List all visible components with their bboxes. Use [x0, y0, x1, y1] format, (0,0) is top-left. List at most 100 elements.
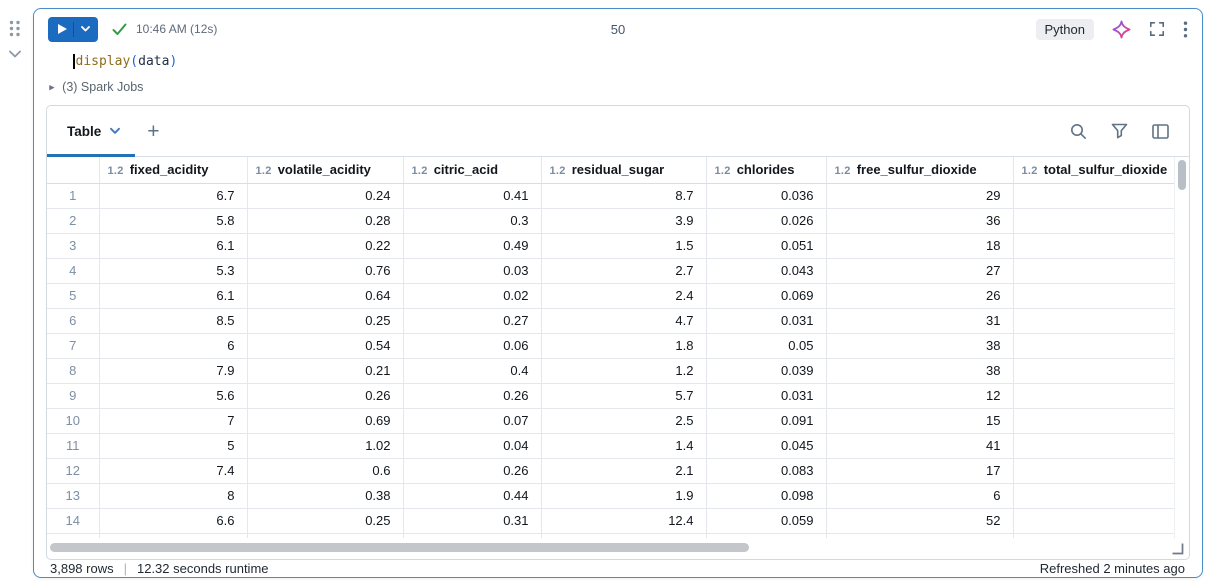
expand-cell-icon[interactable] [1149, 21, 1165, 37]
cell-value: 0.031 [706, 383, 827, 409]
filter-icon[interactable] [1111, 123, 1128, 139]
row-number: 9 [47, 383, 100, 409]
table-row: 95.60.260.265.70.0311283 [47, 383, 1189, 409]
cell-value: 0.64 [247, 283, 404, 309]
cell-value: 0.03 [403, 258, 542, 284]
cell-value: 25 [1013, 408, 1189, 434]
row-number: 2 [47, 208, 100, 234]
cell-value: 0.26 [403, 458, 542, 484]
cell-gutter [0, 0, 32, 586]
row-number: 14 [47, 508, 100, 534]
cell-value: 0.02 [403, 283, 542, 309]
cell-value: 0.76 [247, 258, 404, 284]
drag-handle-icon[interactable] [8, 19, 22, 38]
resize-handle-icon[interactable] [1171, 542, 1184, 555]
column-header[interactable]: 1.2 total_sulfur_dioxide [1013, 157, 1189, 184]
cell-value: 0.04 [403, 433, 542, 459]
tab-table[interactable]: Table [47, 106, 139, 157]
results-footer: 3,898 rows | 12.32 seconds runtime Refre… [34, 560, 1202, 577]
kebab-menu-icon[interactable] [1183, 21, 1188, 38]
cell-value: 36 [826, 208, 1014, 234]
collapse-cell-chevron-icon[interactable] [7, 48, 23, 60]
cell-value: 103 [1013, 208, 1189, 234]
cell-value: 5.3 [99, 258, 248, 284]
cell-value: 0.38 [247, 483, 404, 509]
vertical-scrollbar-track[interactable] [1174, 157, 1189, 539]
language-selector[interactable]: Python [1035, 18, 1094, 40]
runtime-label: 12.32 seconds runtime [136, 561, 269, 576]
column-name: chlorides [736, 162, 795, 178]
cell-value: 12 [826, 383, 1014, 409]
cell-value: 29 [826, 183, 1014, 209]
cell-value: 1.9 [541, 483, 707, 509]
cell-toolbar: 10:46 AM (12s) 50 Python [34, 9, 1202, 49]
search-icon[interactable] [1070, 123, 1087, 140]
column-name: volatile_acidity [277, 162, 371, 178]
cell-value: 0.3 [403, 208, 542, 234]
cell-value: 95 [1013, 458, 1189, 484]
cell-value: 0.07 [403, 408, 542, 434]
cell-value: 0.41 [403, 183, 542, 209]
cell-value: 0.026 [706, 208, 827, 234]
cell-value: 1.02 [247, 433, 404, 459]
numeric-type-icon: 1.2 [255, 165, 272, 178]
cell-value: 6.1 [99, 283, 248, 309]
cell-value: 0.069 [706, 283, 827, 309]
column-header[interactable]: 1.2 residual_sugar [541, 157, 707, 184]
columns-panel-icon[interactable] [1152, 123, 1169, 139]
row-number: 1 [47, 183, 100, 209]
cell-value: 15 [826, 408, 1014, 434]
cell-value: 1.2 [541, 358, 707, 384]
cell-value: 1.8 [541, 333, 707, 359]
assistant-sparkle-icon[interactable] [1112, 20, 1131, 39]
column-header[interactable]: 1.2 volatile_acidity [247, 157, 404, 184]
row-number-header [47, 157, 100, 184]
spark-jobs-toggle[interactable]: ▶ (3) Spark Jobs [34, 73, 1202, 101]
numeric-type-icon: 1.2 [1021, 165, 1038, 178]
add-visualization-button[interactable]: + [139, 121, 167, 142]
cell-value: 0.54 [247, 333, 404, 359]
vertical-scrollbar-thumb[interactable] [1177, 160, 1186, 190]
cell-value: 31 [826, 308, 1014, 334]
numeric-type-icon: 1.2 [834, 165, 851, 178]
cell-value: 6.1 [99, 233, 248, 259]
cell-value: 12.4 [541, 508, 707, 534]
cell-value: 14 [1013, 483, 1189, 509]
table-row: 127.40.60.262.10.0831795 [47, 458, 1189, 484]
column-name: citric_acid [433, 162, 499, 178]
column-header[interactable]: 1.2 free_sulfur_dioxide [826, 157, 1014, 184]
cell-value: 0.28 [247, 208, 404, 234]
cell-value: 185 [1013, 508, 1189, 534]
run-button[interactable] [48, 16, 98, 42]
column-name: residual_sugar [571, 162, 665, 178]
row-count: 3,898 rows [50, 561, 114, 576]
cell-value: 3.9 [541, 208, 707, 234]
success-check-icon [112, 23, 127, 35]
cell-value: 6.6 [99, 508, 248, 534]
column-header[interactable]: 1.2 fixed_acidity [99, 157, 248, 184]
notebook-cell: 10:46 AM (12s) 50 Python [33, 8, 1203, 578]
horizontal-scrollbar-thumb[interactable] [50, 543, 749, 552]
column-name: total_sulfur_dioxide [1043, 162, 1168, 178]
numeric-type-icon: 1.2 [549, 165, 566, 178]
cell-value: 38 [826, 358, 1014, 384]
run-options-chevron-icon[interactable] [80, 25, 91, 33]
tab-table-label: Table [67, 123, 102, 139]
cell-value: 83 [1013, 383, 1189, 409]
table-row: 56.10.640.022.40.0692644 [47, 283, 1189, 309]
cell-value: 1.5 [541, 233, 707, 259]
cell-value: 0.091 [706, 408, 827, 434]
cell-value: 5.7 [541, 383, 707, 409]
cell-value: 0.051 [706, 233, 827, 259]
cell-value: 7 [99, 408, 248, 434]
horizontal-scrollbar-track[interactable] [47, 539, 1189, 559]
cell-value: 0.045 [706, 433, 827, 459]
code-editor[interactable]: display(data) [34, 49, 1202, 73]
column-header[interactable]: 1.2 citric_acid [403, 157, 542, 184]
cell-value: 5.6 [99, 383, 248, 409]
column-header[interactable]: 1.2 chlorides [706, 157, 827, 184]
row-number: 8 [47, 358, 100, 384]
text-cursor [73, 53, 75, 69]
